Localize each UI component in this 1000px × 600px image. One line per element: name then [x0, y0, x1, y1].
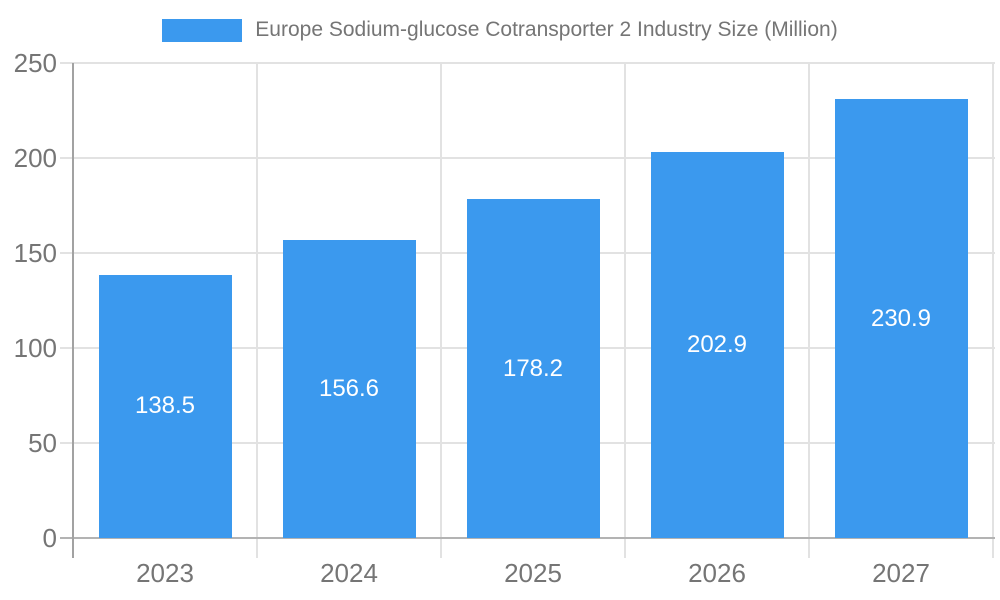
x-axis-line [60, 537, 995, 539]
v-gridline [440, 63, 442, 558]
bar-value-label: 230.9 [870, 304, 932, 332]
bar-value-label: 178.2 [502, 354, 564, 382]
y-tick-label: 50 [28, 428, 57, 458]
v-gridline [256, 63, 258, 558]
legend-label: Europe Sodium-glucose Cotransporter 2 In… [255, 18, 838, 41]
h-gridline [60, 62, 995, 64]
y-tick-label: 250 [13, 48, 57, 78]
y-tick-label: 0 [42, 523, 57, 553]
bar: 156.6 [282, 240, 416, 538]
bar-value-label: 138.5 [134, 392, 196, 420]
y-axis-line [72, 63, 74, 558]
legend: Europe Sodium-glucose Cotransporter 2 In… [0, 18, 1000, 42]
v-gridline [992, 63, 994, 558]
v-gridline [808, 63, 810, 558]
bar: 138.5 [98, 274, 232, 538]
y-tick-label: 150 [13, 238, 57, 268]
x-tick-label: 2023 [136, 558, 194, 588]
y-tick-label: 200 [13, 143, 57, 173]
x-tick-label: 2024 [320, 558, 378, 588]
bar: 230.9 [834, 99, 968, 538]
bar: 202.9 [650, 152, 784, 538]
h-gridline [60, 157, 995, 159]
legend-swatch [162, 18, 243, 42]
bar: 178.2 [466, 199, 600, 538]
v-gridline [624, 63, 626, 558]
x-tick-label: 2026 [688, 558, 746, 588]
x-tick-label: 2027 [872, 558, 930, 588]
x-tick-label: 2025 [504, 558, 562, 588]
bar-value-label: 202.9 [686, 331, 748, 359]
bar-value-label: 156.6 [318, 375, 380, 403]
y-tick-label: 100 [13, 333, 57, 363]
